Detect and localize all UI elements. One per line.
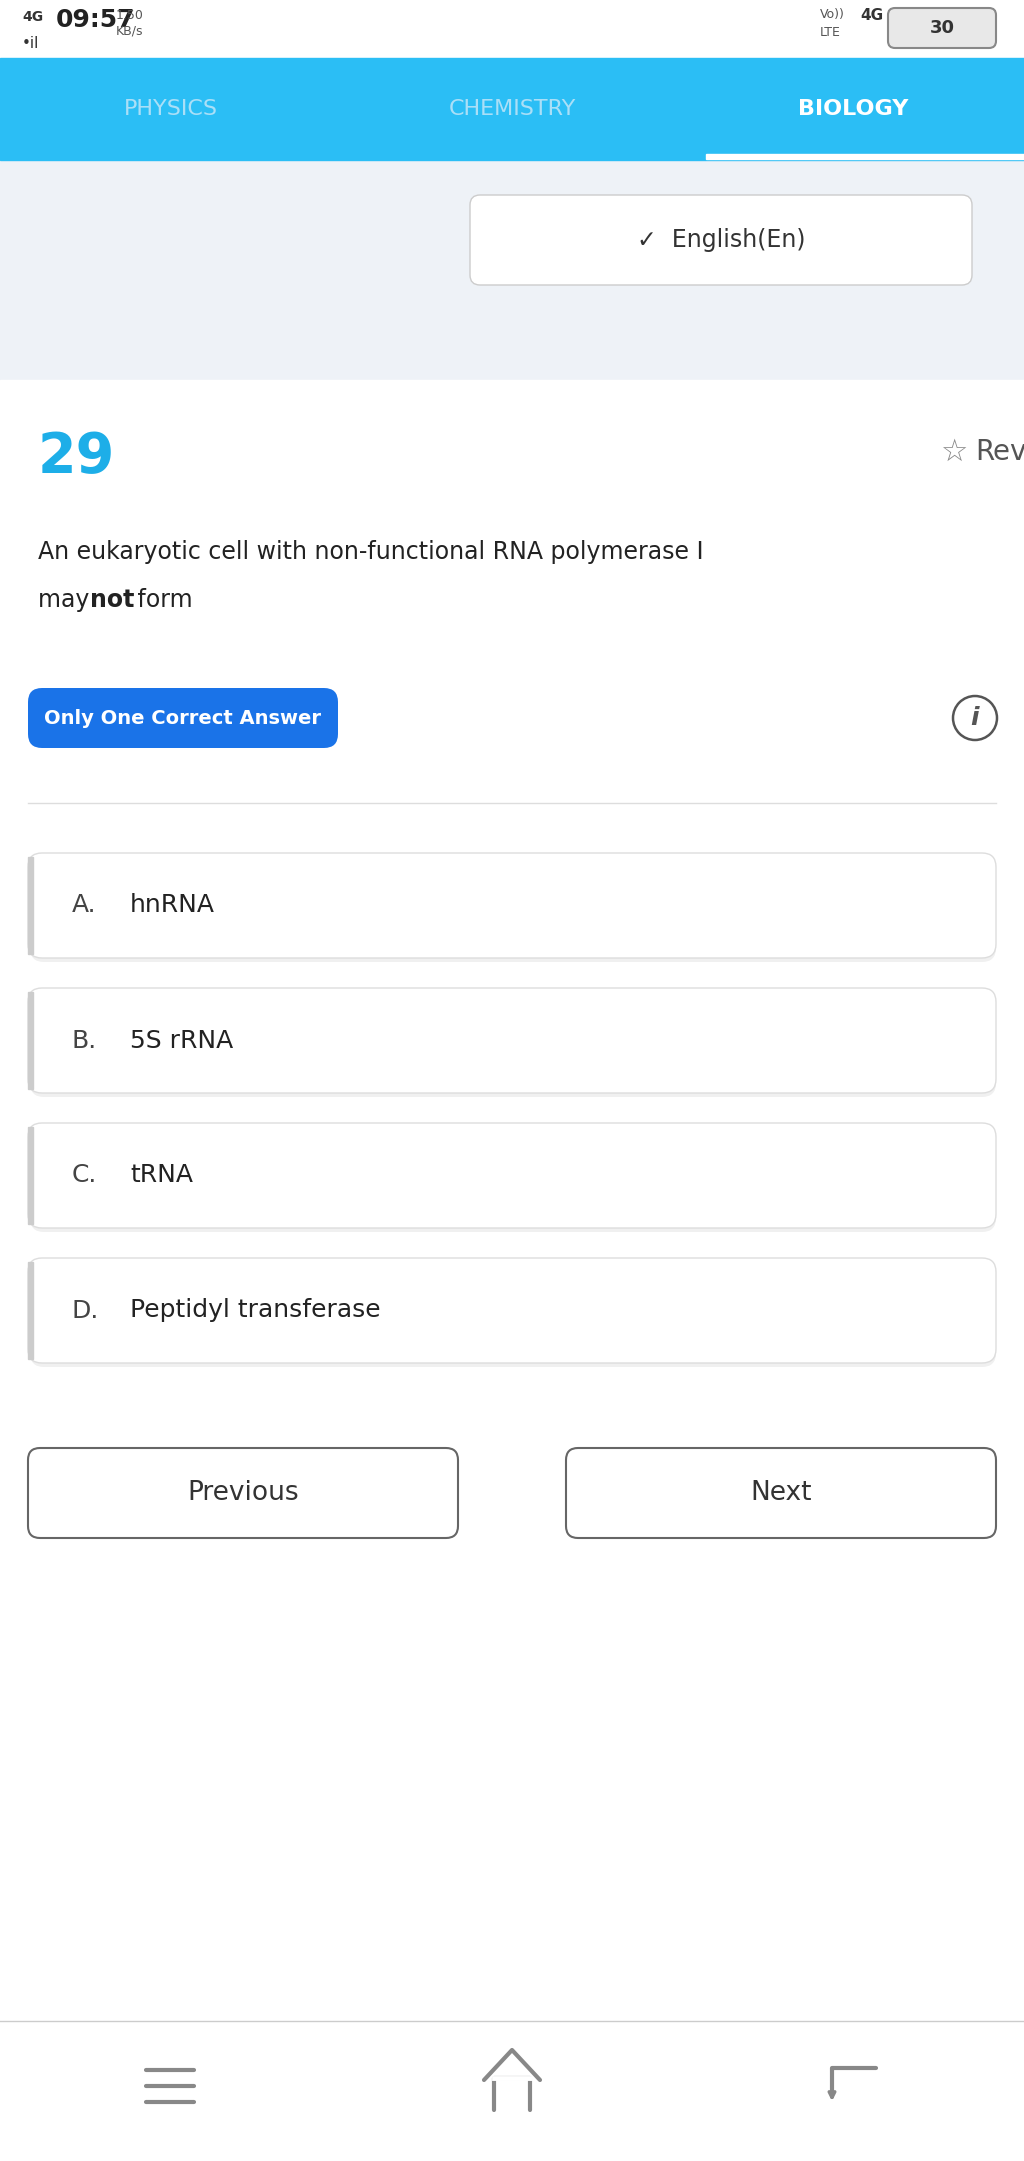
FancyBboxPatch shape xyxy=(470,194,972,285)
Bar xyxy=(0,58,1024,160)
Text: CHEMISTRY: CHEMISTRY xyxy=(449,99,575,119)
Bar xyxy=(0,160,1024,380)
Bar xyxy=(28,1128,33,1223)
FancyBboxPatch shape xyxy=(888,9,996,48)
FancyBboxPatch shape xyxy=(28,1124,996,1227)
Text: form: form xyxy=(130,588,193,612)
Bar xyxy=(0,0,1024,58)
Text: LTE: LTE xyxy=(820,26,841,39)
FancyBboxPatch shape xyxy=(30,1262,996,1368)
Text: Vo)): Vo)) xyxy=(820,9,845,22)
FancyBboxPatch shape xyxy=(566,1448,996,1539)
Bar xyxy=(28,858,33,953)
Text: i: i xyxy=(971,707,979,730)
Text: An eukaryotic cell with non-functional RNA polymerase I: An eukaryotic cell with non-functional R… xyxy=(38,540,703,564)
Text: D.: D. xyxy=(72,1299,99,1323)
Text: KB/s: KB/s xyxy=(116,24,143,37)
Bar xyxy=(28,992,33,1089)
Text: may: may xyxy=(38,588,97,612)
Text: Peptidyl transferase: Peptidyl transferase xyxy=(130,1299,381,1323)
Text: ☆: ☆ xyxy=(940,439,968,467)
Bar xyxy=(0,2021,1024,2161)
Bar xyxy=(706,153,1024,160)
Text: tRNA: tRNA xyxy=(130,1163,193,1189)
Text: 1.50: 1.50 xyxy=(116,9,144,22)
Circle shape xyxy=(953,696,997,739)
Text: BIOLOGY: BIOLOGY xyxy=(798,99,908,119)
Text: 5S rRNA: 5S rRNA xyxy=(130,1029,233,1052)
FancyBboxPatch shape xyxy=(28,988,996,1093)
Text: ✓  English(En): ✓ English(En) xyxy=(637,229,805,253)
Bar xyxy=(0,380,1024,2161)
Text: •il: •il xyxy=(22,37,39,52)
FancyBboxPatch shape xyxy=(28,687,338,748)
Text: PHYSICS: PHYSICS xyxy=(124,99,218,119)
FancyBboxPatch shape xyxy=(28,1448,458,1539)
Text: Only One Correct Answer: Only One Correct Answer xyxy=(44,709,322,728)
Text: Next: Next xyxy=(751,1480,812,1506)
Text: B.: B. xyxy=(72,1029,97,1052)
FancyBboxPatch shape xyxy=(30,1128,996,1232)
FancyBboxPatch shape xyxy=(28,854,996,957)
Text: A.: A. xyxy=(72,892,96,918)
Bar xyxy=(28,1262,33,1359)
FancyBboxPatch shape xyxy=(30,992,996,1098)
Text: 4G: 4G xyxy=(860,9,883,24)
Text: Review: Review xyxy=(975,439,1024,467)
FancyBboxPatch shape xyxy=(28,1258,996,1364)
Text: Previous: Previous xyxy=(187,1480,299,1506)
Text: 29: 29 xyxy=(38,430,116,484)
Text: 09:57: 09:57 xyxy=(56,9,135,32)
FancyBboxPatch shape xyxy=(30,858,996,962)
Text: 4G: 4G xyxy=(22,11,43,24)
Text: C.: C. xyxy=(72,1163,97,1189)
Text: hnRNA: hnRNA xyxy=(130,892,215,918)
Text: 30: 30 xyxy=(930,19,954,37)
Text: not: not xyxy=(90,588,134,612)
